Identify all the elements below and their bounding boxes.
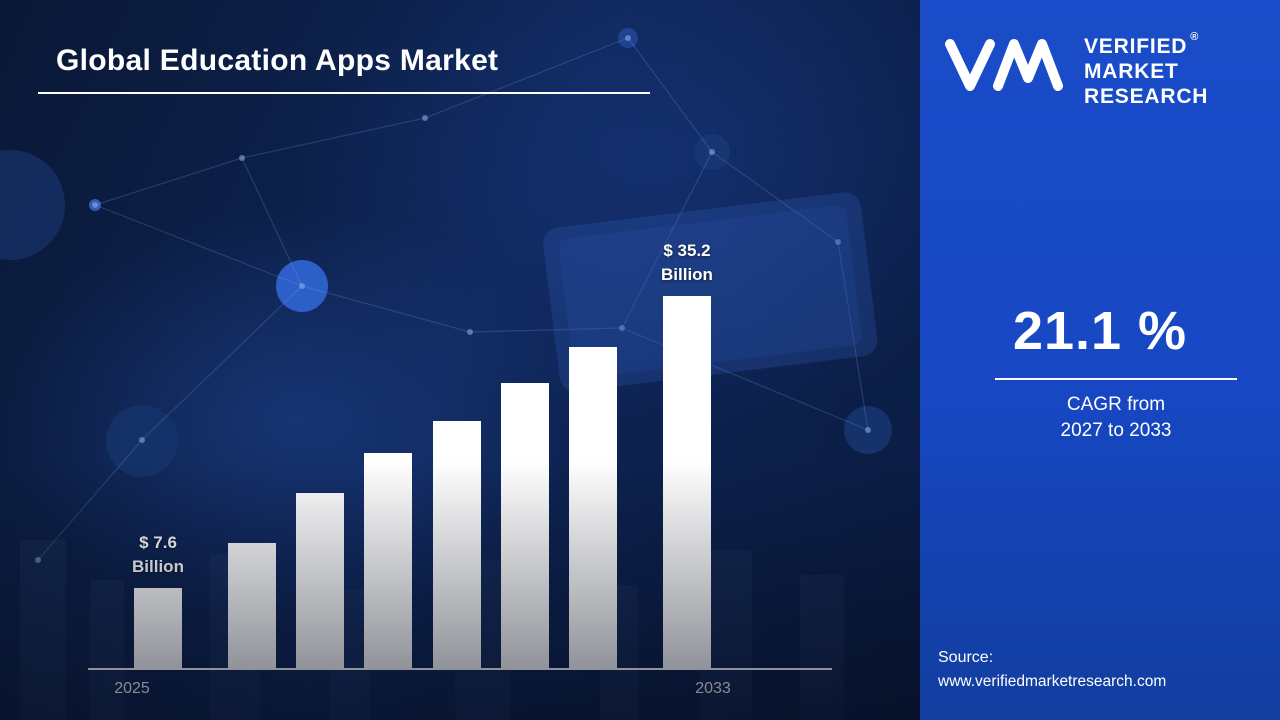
vmr-logo: VERIFIED ® MARKET RESEARCH	[942, 31, 1209, 110]
cagr-caption: CAGR from 2027 to 2033	[995, 392, 1237, 443]
bar	[568, 347, 617, 668]
logo-line-3: RESEARCH	[1084, 85, 1209, 109]
bar	[364, 453, 413, 668]
bar	[662, 296, 711, 668]
bar-column	[432, 421, 481, 668]
x-axis-label-first: 2025	[114, 680, 150, 697]
bar-value-label: $ 7.6 Billion	[132, 533, 184, 577]
bar-chart: $ 7.6 Billion $ 35.2 Billion 2025 2033	[88, 239, 832, 697]
x-axis-line	[88, 668, 832, 670]
vmr-logo-text: VERIFIED ® MARKET RESEARCH	[1084, 31, 1209, 110]
bar-column	[568, 347, 617, 668]
bars-container: $ 7.6 Billion $ 35.2 Billion	[88, 239, 832, 668]
page-title-text: Global Education Apps Market	[56, 44, 499, 77]
vmr-logo-monogram-icon	[945, 39, 1063, 91]
network-graph-decoration	[0, 28, 892, 720]
registered-mark: ®	[1190, 31, 1200, 43]
bar	[228, 543, 277, 668]
stats-panel: VERIFIED ® MARKET RESEARCH 21.1 % CAGR fr…	[920, 0, 1280, 720]
bar-column	[364, 453, 413, 668]
chart-section: Global Education Apps Market $ 7.6 Billio…	[0, 0, 920, 720]
bar	[500, 383, 549, 668]
bar-column	[500, 383, 549, 668]
source-label: Source:	[938, 649, 994, 666]
source-block: Source: www.verifiedmarketresearch.com	[938, 646, 1166, 694]
tablet-decoration	[543, 192, 878, 392]
bar-column: $ 7.6 Billion	[108, 531, 208, 668]
source-url: www.verifiedmarketresearch.com	[938, 673, 1167, 690]
logo-line-1: VERIFIED	[1084, 35, 1188, 58]
bar-column: $ 35.2 Billion	[637, 239, 737, 668]
bar	[296, 493, 345, 668]
x-axis-label-last: 2033	[695, 680, 731, 697]
cagr-value: 21.1 %	[1012, 301, 1188, 361]
bar-value-label: $ 35.2 Billion	[661, 241, 713, 285]
cagr-caption-line-2: 2027 to 2033	[1060, 419, 1172, 441]
cagr-caption-line-1: CAGR from	[1066, 394, 1166, 415]
bar	[432, 421, 481, 668]
page-title: Global Education Apps Market	[38, 44, 650, 94]
bar-column	[296, 493, 345, 668]
bar	[134, 588, 182, 668]
logo-line-2: MARKET	[1084, 60, 1179, 84]
bar-column	[228, 543, 277, 668]
cagr-underline	[995, 378, 1237, 380]
